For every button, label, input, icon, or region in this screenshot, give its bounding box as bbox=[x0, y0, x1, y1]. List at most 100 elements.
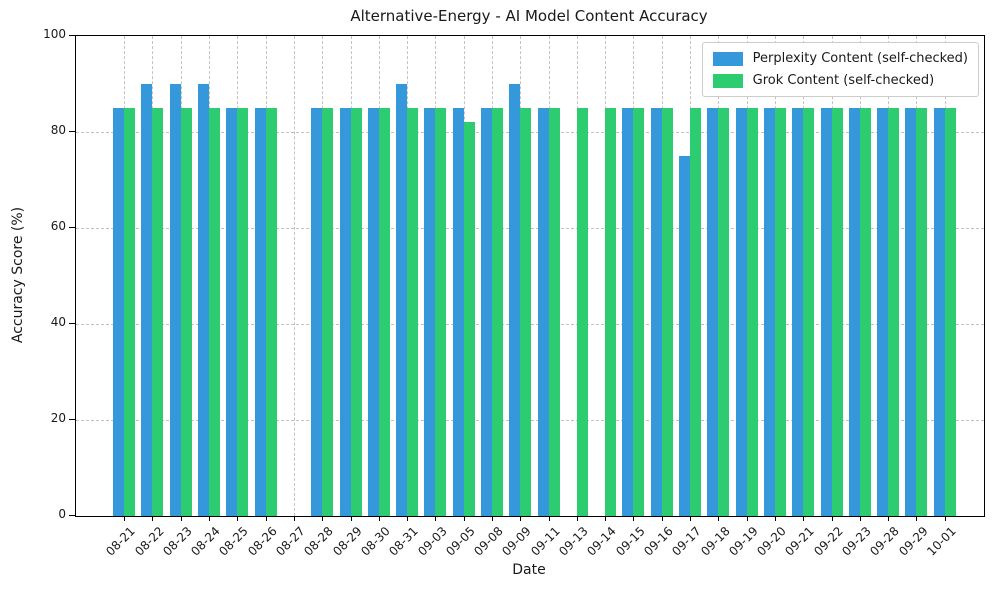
bar-group: 09-09 bbox=[500, 36, 534, 559]
bar-0-09-03 bbox=[424, 108, 436, 516]
x-tick-label: 09-28 bbox=[867, 524, 903, 559]
x-tick-label: 09-05 bbox=[443, 524, 478, 559]
x-tick-mark bbox=[350, 517, 352, 521]
legend-swatch-0 bbox=[712, 51, 743, 66]
bar-pair bbox=[594, 108, 617, 516]
bar-group: 09-16 bbox=[641, 36, 676, 559]
x-tick-mark bbox=[293, 517, 295, 521]
x-tick-label: 08-29 bbox=[329, 524, 365, 559]
x-tick-mark bbox=[152, 517, 154, 521]
x-tick-label: 08-21 bbox=[103, 524, 139, 559]
v-gridline bbox=[293, 36, 295, 516]
bar-1-08-28 bbox=[322, 108, 334, 516]
bar-pair bbox=[537, 108, 560, 516]
y-tick-label: 0 bbox=[58, 507, 66, 521]
bar-0-08-21 bbox=[113, 108, 125, 516]
bar-group: 08-29 bbox=[330, 36, 364, 559]
bar-group: 09-19 bbox=[726, 36, 761, 559]
x-tick-mark bbox=[209, 517, 211, 521]
bar-0-09-20 bbox=[763, 108, 775, 516]
bar-1-08-30 bbox=[378, 108, 390, 516]
bar-group: 08-27 bbox=[273, 36, 308, 559]
x-tick-mark bbox=[633, 517, 635, 521]
legend-row: Perplexity Content (self-checked) bbox=[712, 51, 968, 66]
bar-pair bbox=[226, 108, 249, 516]
bar-pair bbox=[848, 108, 871, 516]
bar-pair bbox=[622, 108, 645, 516]
bar-pair bbox=[877, 108, 900, 516]
x-tick-mark bbox=[435, 517, 437, 521]
bar-0-08-22 bbox=[141, 84, 153, 516]
bar-group: 09-13 bbox=[556, 36, 591, 559]
bar-1-09-08 bbox=[492, 108, 503, 516]
x-tick-label: 09-14 bbox=[584, 524, 620, 559]
y-tick-mark bbox=[69, 323, 75, 324]
bar-0-08-28 bbox=[311, 108, 323, 516]
bar-0-09-28 bbox=[877, 108, 889, 516]
bar-group: 10-01 bbox=[924, 36, 959, 559]
bar-0-09-21 bbox=[792, 108, 804, 516]
bar-pair bbox=[141, 84, 164, 516]
legend-label-1: Grok Content (self-checked) bbox=[752, 73, 935, 88]
bar-0-10-01 bbox=[933, 108, 945, 516]
legend-row: Grok Content (self-checked) bbox=[712, 73, 968, 88]
bar-1-09-09 bbox=[520, 108, 532, 516]
y-axis-label-box: Accuracy Score (%) bbox=[8, 35, 28, 515]
x-tick-mark bbox=[859, 517, 861, 521]
bar-1-08-26 bbox=[265, 108, 277, 516]
bar-group: 08-30 bbox=[358, 36, 393, 559]
y-tick-label: 60 bbox=[50, 219, 66, 233]
bar-group: 09-11 bbox=[528, 36, 562, 559]
x-tick-mark bbox=[690, 517, 692, 521]
plot-area: 08-21 08-22 08-23 08-24 08-25 08-26 08-27 08-28… bbox=[75, 35, 985, 559]
x-tick-label: 09-20 bbox=[754, 524, 789, 559]
bar-group: 09-21 bbox=[783, 36, 817, 559]
x-tick-label: 08-30 bbox=[358, 524, 393, 559]
x-tick-label: 09-18 bbox=[697, 524, 733, 559]
x-tick-mark bbox=[407, 517, 409, 521]
bar-0-09-05 bbox=[452, 108, 464, 516]
bar-group: 09-18 bbox=[698, 36, 732, 559]
bar-group: 08-26 bbox=[245, 36, 280, 559]
x-tick-mark bbox=[322, 517, 324, 521]
bar-0-09-18 bbox=[707, 108, 719, 516]
bar-group: 09-03 bbox=[415, 36, 449, 559]
bar-pair bbox=[113, 108, 136, 516]
bar-1-08-24 bbox=[209, 108, 221, 516]
y-tick-label: 20 bbox=[50, 411, 66, 425]
bar-group: 09-23 bbox=[839, 36, 874, 559]
x-tick-label: 08-27 bbox=[273, 524, 308, 559]
y-tick-mark bbox=[69, 131, 75, 132]
x-tick-label: 09-03 bbox=[414, 524, 450, 559]
x-tick-mark bbox=[774, 517, 776, 521]
x-tick-mark bbox=[916, 517, 918, 521]
x-tick-label: 09-09 bbox=[499, 524, 535, 559]
x-tick-mark bbox=[746, 517, 748, 521]
bar-0-09-11 bbox=[537, 108, 549, 516]
bar-1-08-21 bbox=[124, 108, 136, 516]
bar-1-08-23 bbox=[180, 108, 192, 516]
bar-0-08-24 bbox=[198, 84, 210, 516]
bar-pair bbox=[650, 108, 673, 516]
bar-1-09-22 bbox=[831, 108, 843, 516]
bar-0-09-17 bbox=[679, 156, 691, 516]
bar-1-09-11 bbox=[548, 108, 560, 516]
y-tick-mark bbox=[69, 419, 75, 420]
x-tick-mark bbox=[605, 517, 607, 521]
bar-pair bbox=[905, 108, 928, 516]
bar-pair bbox=[820, 108, 843, 516]
bar-1-08-31 bbox=[407, 108, 419, 516]
bar-1-08-25 bbox=[237, 108, 249, 516]
legend-label-0: Perplexity Content (self-checked) bbox=[752, 51, 968, 66]
bar-pair bbox=[792, 108, 815, 516]
bar-group: 09-15 bbox=[613, 36, 647, 559]
bar-group: 08-25 bbox=[217, 36, 251, 559]
legend-swatch-1 bbox=[712, 73, 743, 88]
bar-pair bbox=[198, 84, 221, 516]
x-tick-label: 08-31 bbox=[386, 524, 422, 559]
bar-0-08-23 bbox=[169, 84, 181, 516]
bar-1-10-01 bbox=[944, 108, 956, 516]
bar-group: 09-08 bbox=[471, 36, 506, 559]
bar-1-09-14 bbox=[605, 108, 617, 516]
